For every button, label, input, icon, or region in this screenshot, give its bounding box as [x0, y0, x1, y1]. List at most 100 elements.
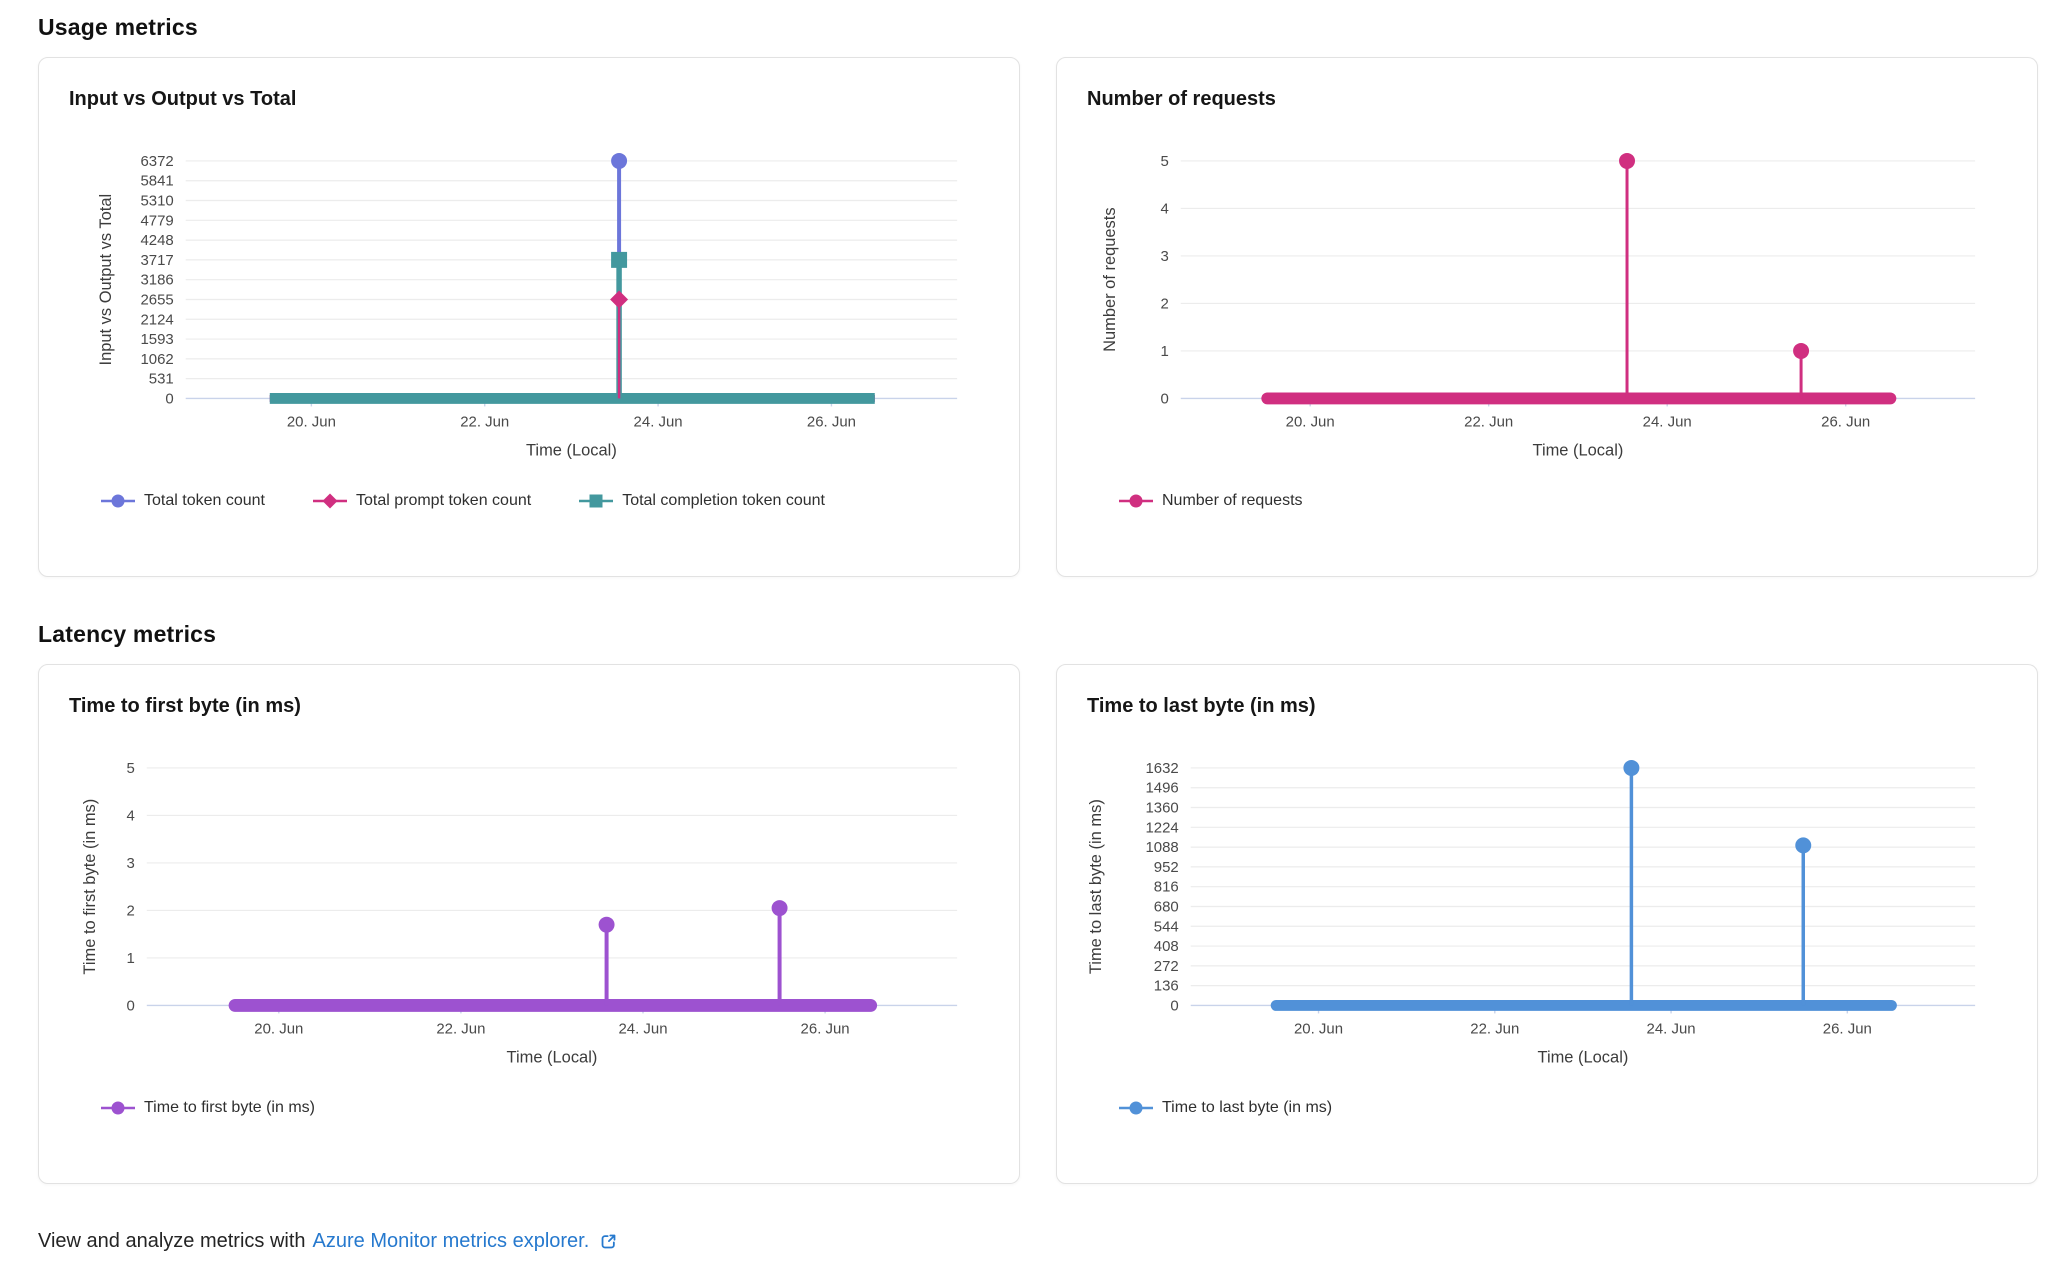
svg-text:22. Jun: 22. Jun [1464, 413, 1513, 430]
time-to-last-byte-chart: 0 136 272 408 544 680 816 952 1088 1224 1360 1496 16… [1087, 760, 1976, 1066]
x-axis-title: Time (Local) [1538, 1048, 1629, 1066]
svg-text:4779: 4779 [140, 212, 173, 229]
number-of-requests-marker [1793, 342, 1810, 359]
legend-label: Total completion token count [622, 492, 825, 510]
svg-text:24. Jun: 24. Jun [1647, 1020, 1696, 1037]
x-axis-title: Time (Local) [526, 441, 617, 459]
legend-item-total-completion-token-count: Total completion token count [579, 492, 825, 510]
number-of-requests-legend-glyph [1129, 494, 1143, 508]
svg-text:952: 952 [1154, 859, 1179, 876]
svg-text:2: 2 [1160, 295, 1168, 312]
latency-metrics-grid: Time to first byte (in ms) 0 1 2 3 4 5 20. Jun… [38, 664, 2038, 1184]
legend-item-time-to-last-byte-in-ms: Time to last byte (in ms) [1119, 1099, 1332, 1117]
total-completion-token-count-legend-marker [579, 494, 614, 508]
svg-text:5: 5 [126, 760, 134, 777]
chart-legend: Total token count Total prompt token coun… [101, 492, 1019, 510]
svg-text:1593: 1593 [140, 331, 173, 348]
legend-label: Time to first byte (in ms) [144, 1099, 315, 1117]
svg-text:4: 4 [126, 807, 134, 824]
chart-title-number-of-requests: Number of requests [1087, 88, 1276, 110]
svg-text:26. Jun: 26. Jun [1821, 413, 1870, 430]
time-to-first-byte-chart: 0 1 2 3 4 5 20. Jun 22. Jun 24. Jun 26. Jun Time (… [81, 760, 958, 1066]
svg-text:0: 0 [165, 390, 173, 407]
svg-text:531: 531 [149, 371, 174, 388]
total-token-count-marker [611, 152, 628, 169]
y-axis: 0 531 1062 1593 2124 2655 3186 3717 4248 4779 5310… [140, 153, 958, 407]
svg-text:22. Jun: 22. Jun [1470, 1020, 1519, 1037]
svg-text:3717: 3717 [140, 252, 173, 269]
svg-text:1088: 1088 [1145, 839, 1178, 856]
svg-text:4: 4 [1160, 200, 1168, 217]
svg-text:20. Jun: 20. Jun [287, 413, 336, 430]
azure-monitor-link-label[interactable]: Azure Monitor metrics explorer. [312, 1230, 590, 1252]
svg-text:6372: 6372 [140, 153, 173, 170]
total-completion-token-count-marker [611, 251, 628, 268]
svg-text:20. Jun: 20. Jun [254, 1020, 303, 1037]
svg-text:20. Jun: 20. Jun [1294, 1020, 1343, 1037]
total-prompt-token-count-legend-glyph [322, 493, 338, 509]
svg-text:24. Jun: 24. Jun [618, 1020, 667, 1037]
svg-text:22. Jun: 22. Jun [436, 1020, 485, 1037]
x-axis-title: Time (Local) [507, 1048, 598, 1066]
y-axis-title: Time to first byte (in ms) [81, 799, 99, 975]
svg-text:1: 1 [126, 950, 134, 967]
x-axis: 20. Jun 22. Jun 24. Jun 26. Jun [1286, 399, 1870, 430]
legend-label: Time to last byte (in ms) [1162, 1099, 1333, 1117]
legend-label: Total prompt token count [355, 492, 532, 510]
card-time-to-last-byte: Time to last byte (in ms) 0 136 272 408 544 6… [1056, 664, 2038, 1184]
time-to-first-byte-in-ms-legend-marker [101, 1101, 135, 1115]
x-axis: 20. Jun 22. Jun 24. Jun 26. Jun [1294, 1006, 1872, 1037]
y-axis-title: Number of requests [1101, 207, 1119, 352]
y-axis: 0 1 2 3 4 5 [126, 760, 958, 1014]
legend-label: Number of requests [1162, 492, 1303, 510]
svg-text:816: 816 [1154, 879, 1179, 896]
latency-metrics-heading: Latency metrics [38, 621, 217, 647]
time-to-last-byte-in-ms-marker [1795, 837, 1812, 854]
number-of-requests-marker [1619, 152, 1636, 169]
svg-text:2655: 2655 [140, 291, 173, 308]
y-axis-title: Input vs Output vs Total [97, 194, 115, 366]
svg-text:1632: 1632 [1145, 760, 1178, 777]
svg-text:3: 3 [1160, 248, 1168, 265]
number-of-requests-chart: 0 1 2 3 4 5 20. Jun 22. Jun 24. Jun 26. Jun Time (… [1101, 152, 1976, 459]
legend-label: Total token count [144, 492, 265, 510]
time-to-last-byte-in-ms-legend-marker [1119, 1101, 1153, 1115]
total-completion-token-count-legend-glyph [589, 494, 603, 508]
svg-text:5310: 5310 [140, 192, 173, 209]
chart-title-input-vs-output-vs-total: Input vs Output vs Total [69, 88, 297, 110]
time-to-first-byte-in-ms-marker [771, 900, 788, 917]
total-token-count-legend-marker [101, 494, 135, 508]
svg-text:544: 544 [1154, 918, 1179, 935]
legend-item-time-to-first-byte-in-ms: Time to first byte (in ms) [101, 1099, 315, 1117]
footer: View and analyze metrics with Azure Moni… [38, 1230, 2038, 1253]
svg-text:22. Jun: 22. Jun [460, 413, 509, 430]
chart-legend: Number of requests [1119, 492, 2037, 510]
svg-text:26. Jun: 26. Jun [801, 1020, 850, 1037]
time-to-last-byte-in-ms-legend-glyph [1129, 1101, 1143, 1115]
svg-text:4248: 4248 [140, 232, 173, 249]
svg-text:2: 2 [126, 902, 134, 919]
y-axis: 0 1 2 3 4 5 [1160, 153, 1976, 407]
svg-text:0: 0 [126, 997, 134, 1014]
svg-text:5841: 5841 [140, 173, 173, 190]
y-axis: 0 136 272 408 544 680 816 952 1088 1224 1360 1496 16… [1145, 760, 1976, 1014]
total-prompt-token-count-legend-marker [312, 493, 347, 509]
chart-legend: Time to last byte (in ms) [1119, 1099, 2037, 1117]
azure-monitor-metrics-explorer-link[interactable]: Azure Monitor metrics explorer. [313, 1230, 620, 1253]
svg-text:0: 0 [1160, 390, 1168, 407]
card-number-of-requests: Number of requests 0 1 2 3 4 5 20. Jun 22. Jun 2… [1056, 57, 2038, 577]
legend-item-total-token-count: Total token count [101, 492, 265, 510]
x-axis-title: Time (Local) [1533, 441, 1624, 459]
svg-text:1360: 1360 [1145, 799, 1178, 816]
card-time-to-first-byte: Time to first byte (in ms) 0 1 2 3 4 5 20. Jun… [38, 664, 1020, 1184]
input-vs-output-vs-total-chart: 0 531 1062 1593 2124 2655 3186 3717 4248 4779 5310… [97, 152, 958, 459]
footer-text: View and analyze metrics with [38, 1230, 306, 1252]
usage-metrics-grid: Input vs Output vs Total 0 531 1062 1593 212… [38, 57, 2038, 577]
external-link-icon [601, 1234, 616, 1249]
x-axis: 20. Jun 22. Jun 24. Jun 26. Jun [287, 399, 856, 430]
svg-text:1496: 1496 [1145, 780, 1178, 797]
card-input-vs-output-vs-total: Input vs Output vs Total 0 531 1062 1593 212… [38, 57, 1020, 577]
svg-text:0: 0 [1170, 997, 1178, 1014]
total-token-count-legend-glyph [111, 494, 125, 508]
chart-title-time-to-first-byte: Time to first byte (in ms) [69, 695, 301, 717]
